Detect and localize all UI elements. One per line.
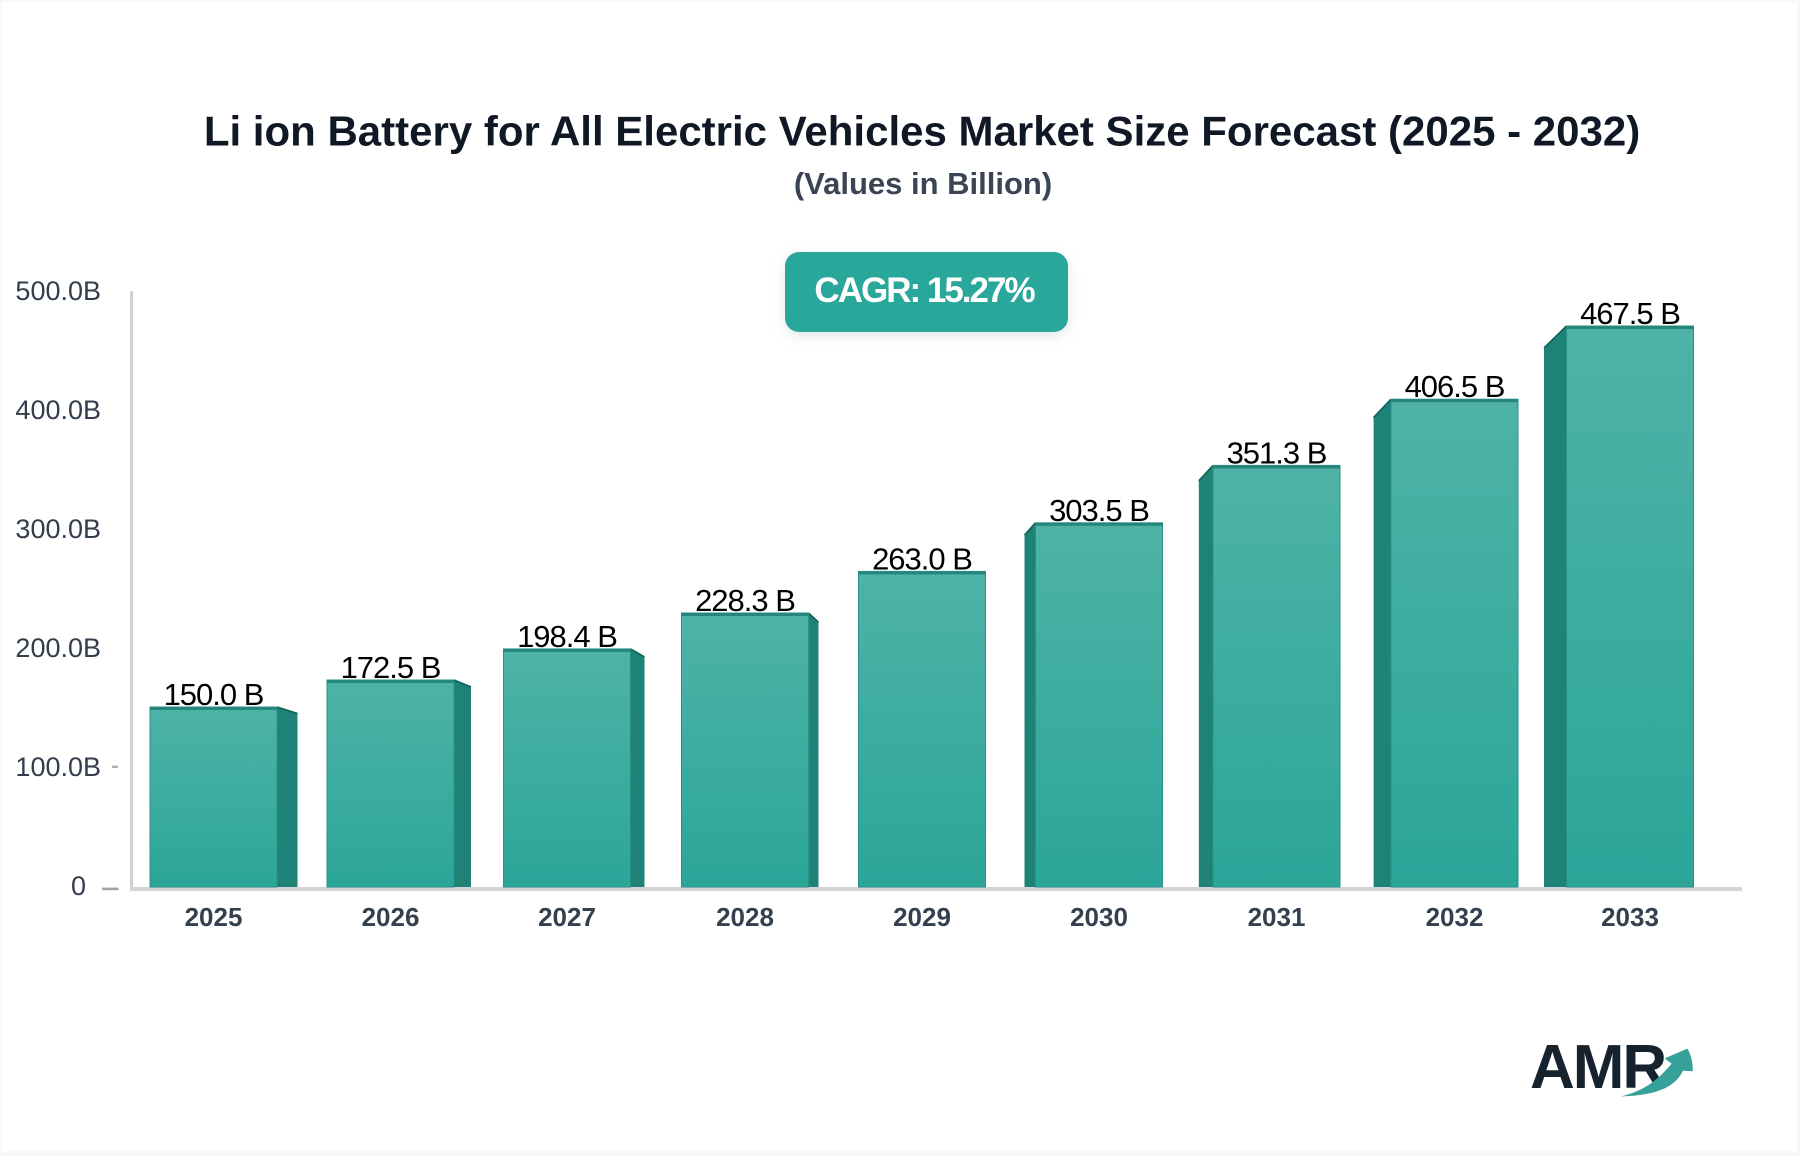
svg-text:0: 0 <box>71 871 86 901</box>
svg-text:100.0B: 100.0B <box>15 752 101 782</box>
svg-text:172.5 B: 172.5 B <box>341 650 441 685</box>
svg-text:2026: 2026 <box>362 902 420 932</box>
svg-text:2025: 2025 <box>185 902 243 932</box>
svg-text:500.0B: 500.0B <box>15 276 101 306</box>
svg-text:2027: 2027 <box>538 902 596 932</box>
svg-text:300.0B: 300.0B <box>15 514 101 544</box>
svg-text:351.3 B: 351.3 B <box>1227 435 1327 470</box>
svg-text:2030: 2030 <box>1070 902 1128 932</box>
svg-text:2033: 2033 <box>1601 902 1659 932</box>
svg-text:150.0 B: 150.0 B <box>164 677 264 712</box>
svg-text:Li ion Battery for All Electri: Li ion Battery for All Electric Vehicles… <box>204 108 1640 155</box>
svg-text:(Values in Billion): (Values in Billion) <box>794 166 1052 201</box>
svg-text:198.4 B: 198.4 B <box>517 619 617 654</box>
svg-text:2028: 2028 <box>716 902 774 932</box>
svg-text:406.5 B: 406.5 B <box>1405 369 1505 404</box>
svg-text:467.5 B: 467.5 B <box>1580 296 1680 331</box>
svg-text:200.0B: 200.0B <box>15 633 101 663</box>
svg-text:228.3 B: 228.3 B <box>695 583 795 618</box>
svg-text:400.0B: 400.0B <box>15 395 101 425</box>
svg-text:CAGR: 15.27%: CAGR: 15.27% <box>814 271 1035 310</box>
svg-text:303.5 B: 303.5 B <box>1049 493 1149 528</box>
svg-text:2031: 2031 <box>1248 902 1306 932</box>
svg-text:2029: 2029 <box>893 902 951 932</box>
svg-text:2032: 2032 <box>1426 902 1484 932</box>
svg-text:263.0 B: 263.0 B <box>872 541 972 576</box>
